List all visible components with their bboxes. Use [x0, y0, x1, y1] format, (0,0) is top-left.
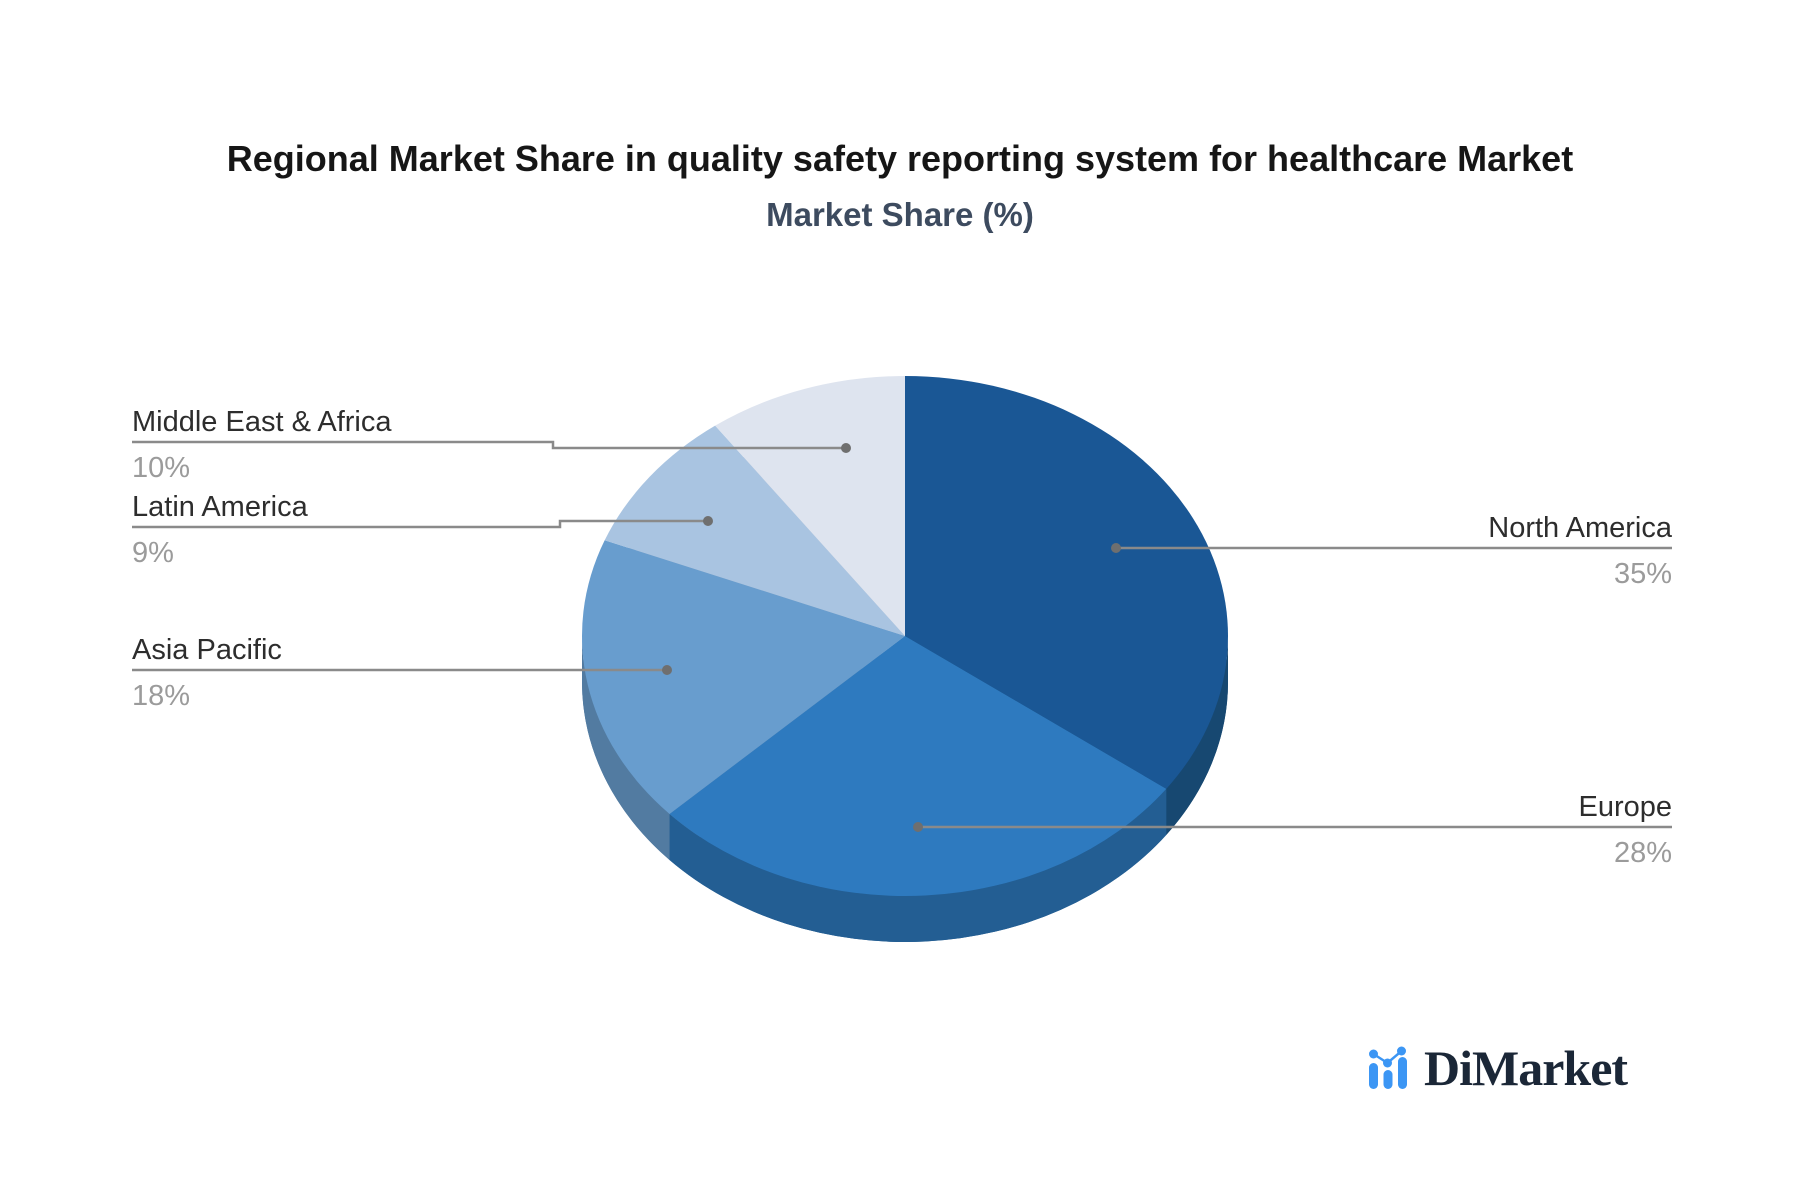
leader-dot-europe [913, 822, 923, 832]
callout-label: Latin America [132, 491, 308, 523]
bar-chart-trend-icon [1369, 1046, 1407, 1089]
callout-europe: Europe 28% [1578, 788, 1672, 872]
callout-value: 9% [132, 537, 174, 569]
pie-slice-side-asia-pacific [582, 636, 670, 860]
chart-title: Regional Market Share in quality safety … [226, 138, 1574, 179]
callout-value: 18% [132, 680, 191, 712]
pie-slice-north-america [905, 376, 1228, 789]
callout-label: Middle East & Africa [132, 406, 392, 438]
brand-wordmark: DiMarket [1424, 1040, 1628, 1096]
pie-slice-europe [669, 636, 1167, 896]
pie-slice-middle-east-africa [715, 376, 905, 636]
chart-subtitle: Market Share (%) [766, 196, 1034, 233]
callout-value: 10% [132, 452, 191, 484]
callout-label: Europe [1578, 791, 1672, 823]
leader-dot-middle-east-africa [841, 443, 851, 453]
pie-slice-side-north-america [1166, 636, 1228, 835]
leader-dot-latin-america [703, 516, 713, 526]
pie-slice-side-europe [669, 788, 1167, 942]
leader-line-middle-east-africa [132, 440, 846, 450]
leader-dot-north-america [1111, 543, 1121, 553]
callout-north-america: North America 35% [1488, 509, 1672, 593]
dimarket-logo: DiMarket [1365, 1040, 1628, 1096]
callout-asia-pacific: Asia Pacific 18% [132, 631, 282, 715]
pie-slice-asia-pacific [582, 540, 905, 814]
callout-latin-america: Latin America 9% [132, 488, 308, 572]
pie-slice-latin-america [604, 425, 905, 636]
callout-value: 35% [1613, 558, 1672, 590]
callout-value: 28% [1613, 837, 1672, 869]
callout-label: Asia Pacific [132, 634, 282, 666]
leader-line-latin-america [132, 519, 708, 529]
leader-dot-asia-pacific [662, 665, 672, 675]
callout-middle-east-africa: Middle East & Africa 10% [132, 403, 392, 487]
callout-label: North America [1488, 512, 1672, 544]
